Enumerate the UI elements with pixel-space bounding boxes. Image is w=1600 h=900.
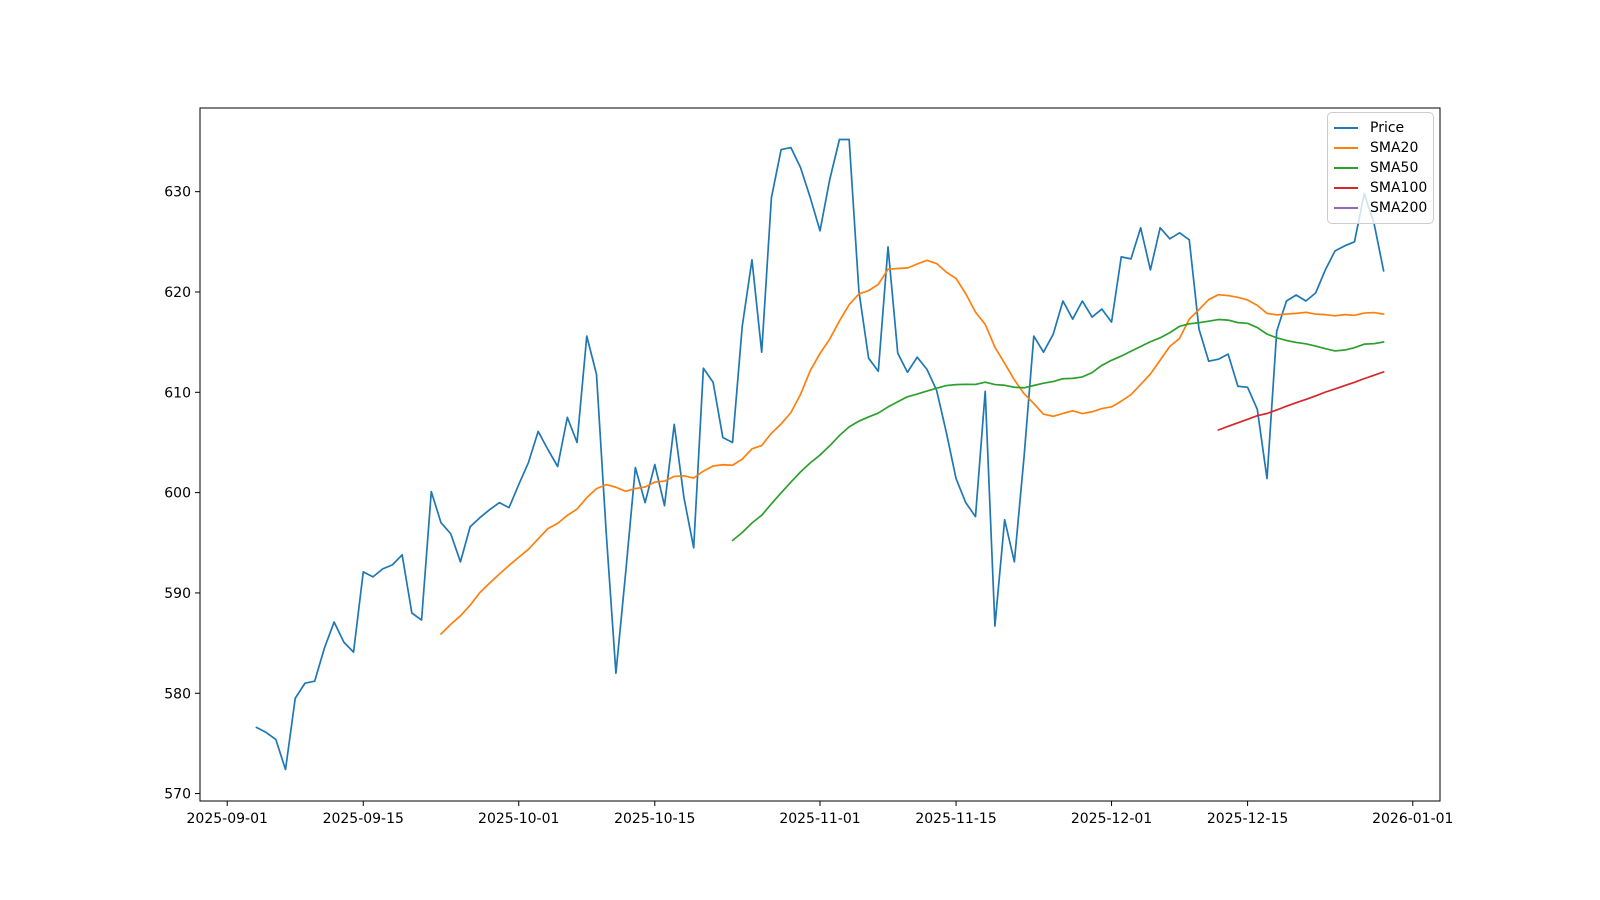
series-price-line (255, 138, 1385, 771)
legend-label-sma200: SMA200 (1370, 200, 1428, 216)
legend: Price SMA20 SMA50 SMA100 SMA200 (1327, 112, 1435, 224)
series-sma20-line (440, 259, 1385, 635)
y-tick-label: 570 (164, 787, 191, 803)
x-tick-label: 2025-09-15 (323, 811, 404, 827)
legend-line-swatch-sma200 (1334, 207, 1358, 209)
x-tick-label: 2025-09-01 (187, 811, 268, 827)
legend-label-price: Price (1370, 120, 1405, 136)
legend-item-sma100: SMA100 (1334, 178, 1427, 198)
legend-item-sma200: SMA200 (1334, 198, 1427, 218)
legend-item-sma50: SMA50 (1334, 158, 1427, 178)
legend-item-sma20: SMA20 (1334, 138, 1427, 158)
x-tick-label: 2025-11-15 (915, 811, 996, 827)
legend-line-swatch-sma100 (1334, 187, 1358, 189)
legend-line-swatch-sma50 (1334, 167, 1358, 169)
plot-border (199, 107, 1441, 802)
legend-label-sma50: SMA50 (1370, 160, 1419, 176)
y-tick-label: 620 (164, 285, 191, 301)
x-tick-label: 2025-11-01 (779, 811, 860, 827)
series-sma100-line (1217, 371, 1385, 431)
x-tick-label: 2025-12-15 (1207, 811, 1288, 827)
x-tick-label: 2025-12-01 (1071, 811, 1152, 827)
y-tick-label: 610 (164, 385, 191, 401)
series-sma50-line (731, 318, 1385, 542)
y-tick-label: 600 (164, 486, 191, 502)
x-tick-label: 2025-10-15 (614, 811, 695, 827)
x-tick-label: 2025-10-01 (478, 811, 559, 827)
legend-item-price: Price (1334, 118, 1427, 138)
y-tick-label: 580 (164, 686, 191, 702)
y-tick-label: 590 (164, 586, 191, 602)
x-tick-label: 2026-01-01 (1372, 811, 1453, 827)
y-tick-label: 630 (164, 185, 191, 201)
legend-line-swatch-price (1334, 127, 1358, 129)
legend-label-sma100: SMA100 (1370, 180, 1428, 196)
legend-label-sma20: SMA20 (1370, 140, 1419, 156)
legend-line-swatch-sma20 (1334, 147, 1358, 149)
